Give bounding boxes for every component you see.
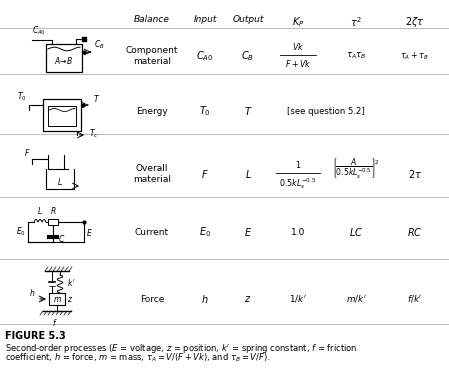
Text: $T_c$: $T_c$	[89, 128, 98, 140]
Bar	[43, 99, 81, 131]
Text: $R$: $R$	[50, 205, 56, 216]
Bar	[49, 293, 65, 305]
Text: $f$: $f$	[52, 317, 58, 328]
Text: Overall
material: Overall material	[133, 164, 171, 184]
Text: $z$: $z$	[244, 294, 251, 304]
Text: Output: Output	[232, 15, 264, 24]
Text: coefficient, $h$ = force, $m$ = mass, $\tau_A = V/(F + Vk)$, and $\tau_B = V/F$): coefficient, $h$ = force, $m$ = mass, $\…	[5, 352, 270, 364]
Text: $LC$: $LC$	[349, 226, 363, 238]
Text: $C_B$: $C_B$	[242, 49, 255, 63]
Text: $F$: $F$	[23, 147, 30, 158]
Text: $T$: $T$	[93, 93, 100, 104]
Text: $z$: $z$	[67, 294, 73, 303]
Text: Energy: Energy	[136, 107, 168, 116]
Text: Second-order processes ($E$ = voltage, $z$ = position, $k'$ = spring constant, $: Second-order processes ($E$ = voltage, $…	[5, 342, 357, 355]
Text: $K_P$: $K_P$	[292, 15, 304, 29]
Text: $C_B$: $C_B$	[94, 39, 105, 51]
Text: $2\tau$: $2\tau$	[408, 168, 422, 180]
Text: $E$: $E$	[244, 226, 252, 238]
Text: $F + Vk$: $F + Vk$	[285, 58, 312, 69]
Bar	[48, 219, 58, 225]
Text: Force: Force	[140, 294, 164, 303]
Text: $T_0$: $T_0$	[17, 91, 27, 103]
Text: $h$: $h$	[29, 287, 35, 298]
Text: $\tau^2$: $\tau^2$	[350, 15, 362, 29]
Text: $C$: $C$	[58, 233, 65, 244]
Text: $A\!\rightarrow\!B$: $A\!\rightarrow\!B$	[54, 55, 74, 66]
Text: $RC$: $RC$	[407, 226, 423, 238]
Text: $Vk$: $Vk$	[292, 41, 304, 52]
Bar	[46, 44, 82, 72]
Text: $1$: $1$	[295, 159, 301, 170]
Text: $L$: $L$	[37, 205, 43, 216]
Text: $0.5kL_s^{-0.5}$: $0.5kL_s^{-0.5}$	[279, 176, 317, 191]
Text: $T_0$: $T_0$	[199, 104, 211, 118]
Text: FIGURE 5.3: FIGURE 5.3	[5, 331, 66, 341]
Text: $f/k'$: $f/k'$	[407, 293, 423, 305]
Text: $E$: $E$	[86, 226, 93, 238]
Text: $E_0$: $E_0$	[16, 226, 26, 238]
Text: $k'$: $k'$	[67, 277, 75, 287]
Text: $\tau_A\tau_B$: $\tau_A\tau_B$	[346, 51, 366, 61]
Text: $L$: $L$	[57, 175, 63, 186]
Bar	[48, 106, 76, 126]
Text: $E_0$: $E_0$	[199, 225, 211, 239]
Text: $2\zeta\tau$: $2\zeta\tau$	[405, 15, 425, 29]
Text: Input: Input	[194, 15, 217, 24]
Text: Balance: Balance	[134, 15, 170, 24]
Text: $\tau_A + \tau_B$: $\tau_A + \tau_B$	[401, 50, 430, 62]
Text: $1/k'$: $1/k'$	[289, 293, 307, 305]
Text: 1.0: 1.0	[291, 228, 305, 237]
Text: Component
material: Component material	[126, 46, 178, 66]
Text: Current: Current	[135, 228, 169, 237]
Text: [see question 5.2]: [see question 5.2]	[287, 107, 365, 116]
Text: $\left[\dfrac{A}{0.5kL_s^{-0.5}}\right]^{\!2}$: $\left[\dfrac{A}{0.5kL_s^{-0.5}}\right]^…	[332, 157, 380, 181]
Text: $T$: $T$	[244, 105, 252, 117]
Text: $F$: $F$	[201, 168, 209, 180]
Text: $m/k'$: $m/k'$	[346, 293, 366, 305]
Text: $C_{A0}$: $C_{A0}$	[32, 25, 46, 37]
Text: $m$: $m$	[53, 294, 62, 303]
Text: $h$: $h$	[201, 293, 209, 305]
Text: $C_{A0}$: $C_{A0}$	[196, 49, 214, 63]
Text: $L$: $L$	[245, 168, 251, 180]
